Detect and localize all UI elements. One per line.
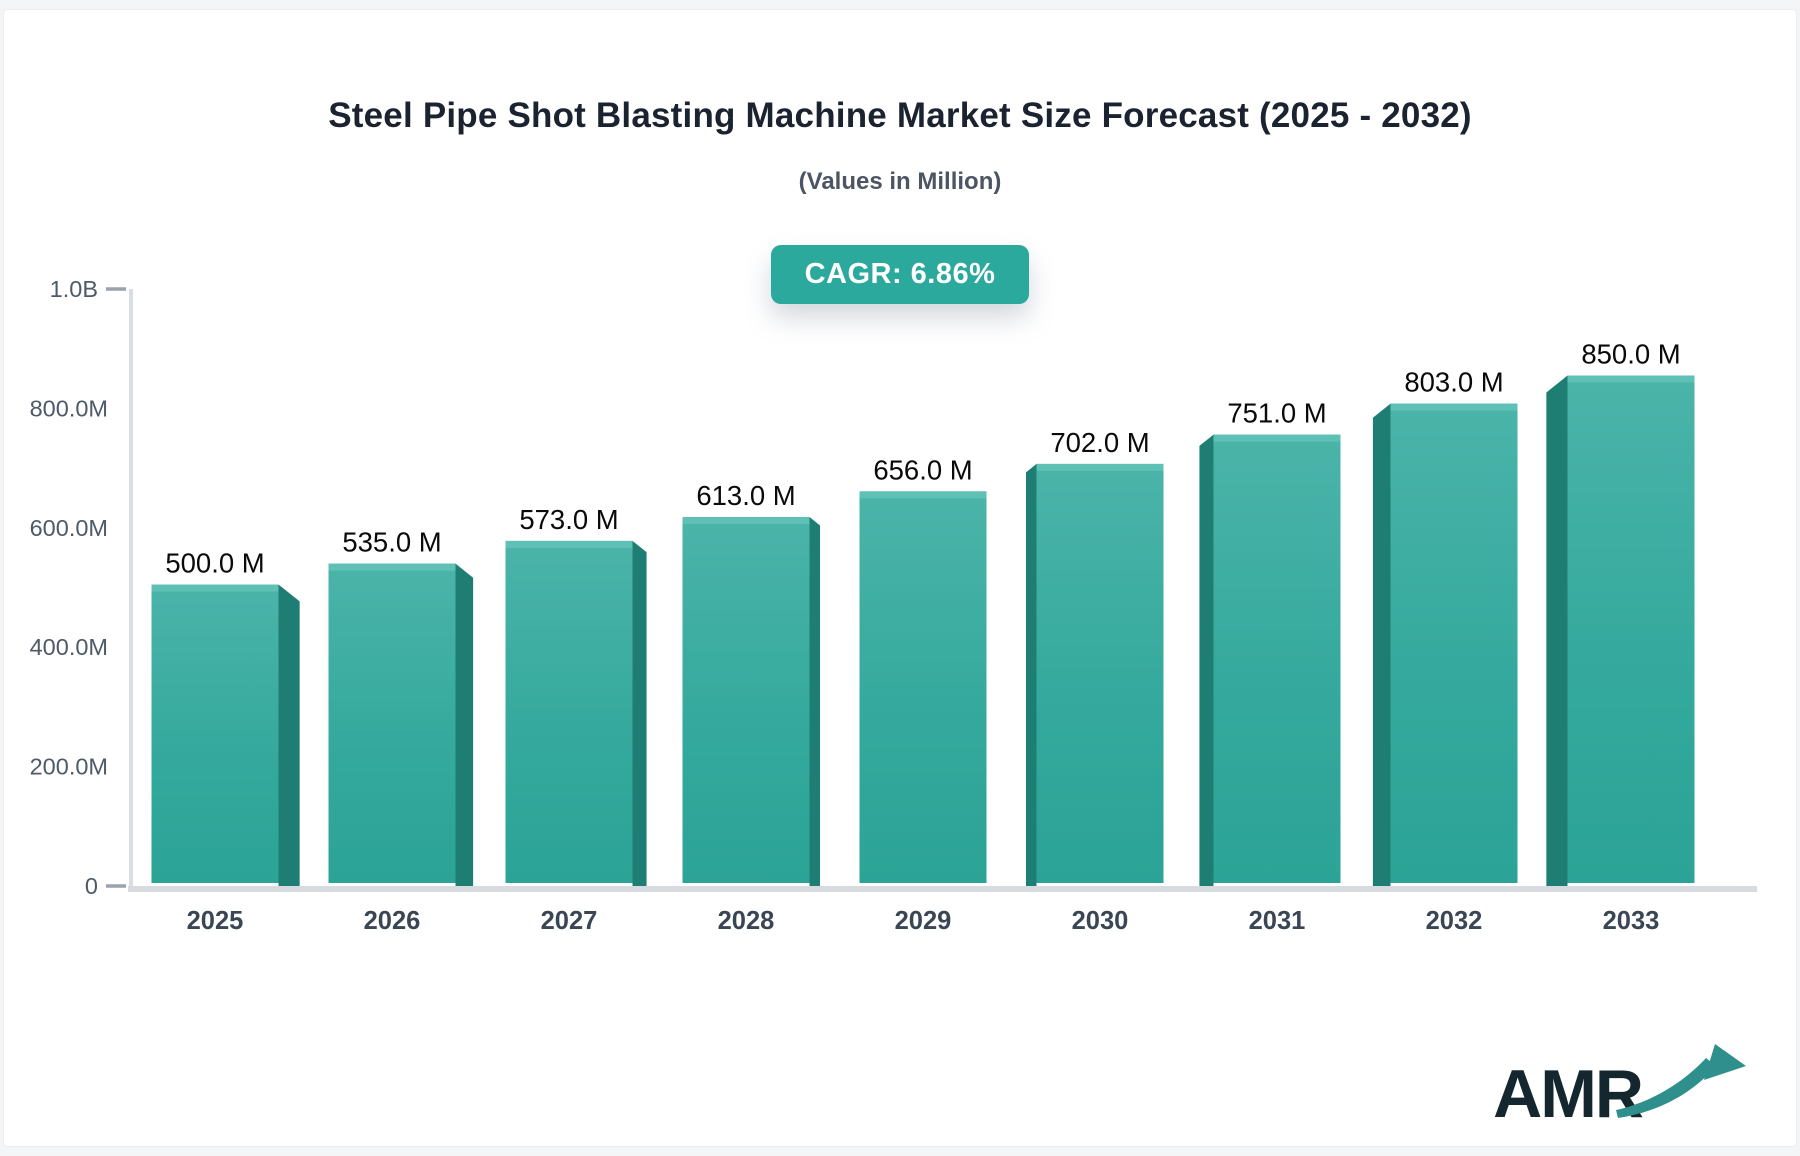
bar-2032 [1390,403,1518,883]
y-axis-label-400.0M: 400.0M [30,634,108,660]
bar-top-face-2029 [859,491,987,499]
bar-2030 [1036,463,1164,883]
bar-2029 [859,491,987,883]
bar-top-face-2031 [1213,434,1341,442]
bar-value-label-2027: 573.0 M [519,504,618,535]
y-axis-label-600.0M: 600.0M [30,515,108,541]
bar-top-face-2030 [1036,463,1164,471]
bar-side-2032 [1372,403,1391,886]
bar-top-face-2026 [328,563,456,571]
bar-2026 [328,563,456,883]
bar-2025 [151,584,279,883]
bar-top-face-2027 [505,540,633,548]
chart-subtitle: (Values in Million) [798,168,1002,195]
x-axis-label-2027: 2027 [541,907,598,935]
bar-value-label-2030: 702.0 M [1050,427,1149,458]
bar-side-2031 [1199,434,1214,886]
x-axis-label-2029: 2029 [895,907,952,935]
bar-side-2033 [1546,375,1568,886]
amr-logo: AMR [1493,1040,1748,1128]
bar-value-label-2028: 613.0 M [696,480,795,511]
y-axis-label-800.0M: 800.0M [30,395,108,421]
growth-arrow-icon [1616,1044,1746,1118]
bar-side-2026 [455,563,474,886]
x-axis-label-2025: 2025 [187,907,244,935]
bar-2028 [682,517,810,883]
x-axis-label-2032: 2032 [1426,907,1483,935]
bar-2027 [505,540,633,883]
y-axis-label-1.0B: 1.0B [50,276,98,302]
x-axis-label-2026: 2026 [364,907,421,935]
bar-side-2027 [632,540,647,886]
bar-top-face-2025 [151,584,279,592]
bar-value-label-2025: 500.0 M [165,548,264,579]
bar-value-label-2031: 751.0 M [1227,398,1326,429]
bar-side-2025 [278,584,300,886]
bar-2033 [1567,375,1695,883]
y-axis-label-200.0M: 200.0M [30,754,108,780]
chart-title: Steel Pipe Shot Blasting Machine Market … [328,96,1472,135]
bar-value-label-2032: 803.0 M [1404,367,1503,398]
bar-side-2030 [1025,463,1037,886]
bar-side-2028 [809,517,821,886]
bar-value-label-2033: 850.0 M [1581,339,1680,370]
bar-top-face-2028 [682,517,810,525]
bar-top-face-2033 [1567,375,1695,383]
cagr-badge-wrap: CAGR: 6.86% [0,245,1800,304]
bar-top-face-2032 [1390,403,1518,411]
y-axis-label-0: 0 [85,873,98,899]
bar-value-label-2029: 656.0 M [873,454,972,485]
x-axis-label-2030: 2030 [1072,907,1129,935]
bar-value-label-2026: 535.0 M [342,527,441,558]
bar-2031 [1213,434,1341,883]
x-axis-label-2033: 2033 [1603,907,1660,935]
cagr-badge: CAGR: 6.86% [770,245,1030,304]
x-axis-label-2031: 2031 [1249,907,1306,935]
x-axis-label-2028: 2028 [718,907,775,935]
